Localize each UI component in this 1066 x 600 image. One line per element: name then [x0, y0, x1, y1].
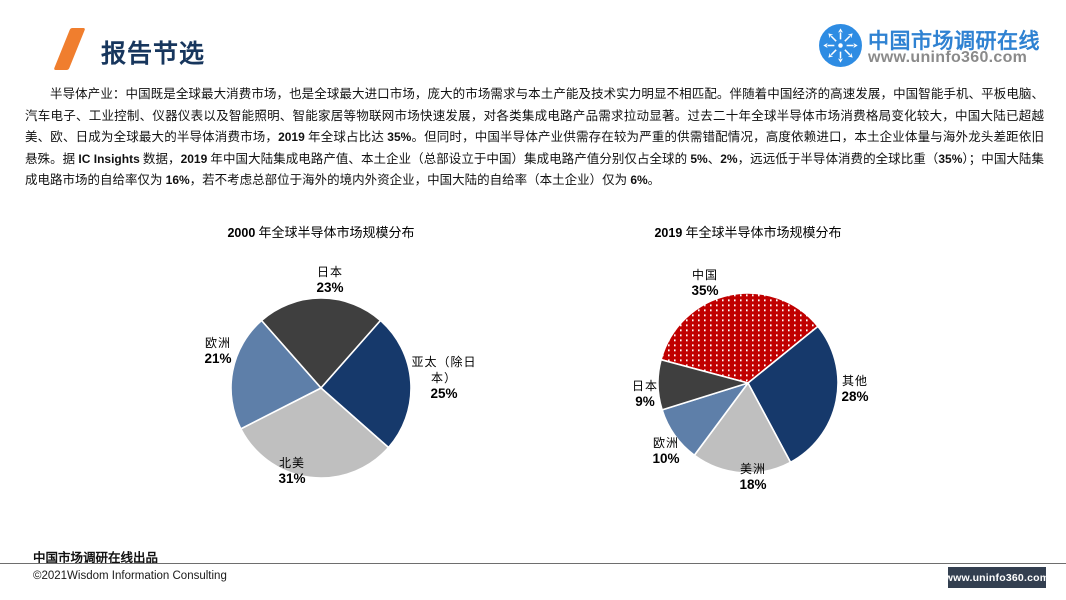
pie-slice: [693, 382, 792, 474]
page-title: 报告节选: [101, 40, 206, 68]
pie-slice: [260, 297, 382, 389]
paragraph-segment: ，若不考虑总部位于海外的境内外资企业，中国大陆的自给率（本土企业）仅为: [189, 173, 631, 188]
pie-slice: [660, 292, 819, 384]
chart-title-2000: 2000 年全球半导体市场规模分布: [227, 222, 414, 241]
compass-logo-icon: [819, 24, 862, 67]
footer-divider: [0, 563, 1066, 564]
pie-slice: [230, 319, 322, 430]
pie-label-name: 中国: [691, 268, 718, 282]
pie-label-name: 北美: [278, 456, 305, 470]
paragraph-bold-segment: 2%: [720, 151, 738, 166]
chart-title-2019: 2019 年全球半导体市场规模分布: [654, 222, 841, 241]
pie-slice: [747, 325, 839, 464]
paragraph-segment: 年全球占比达: [304, 130, 388, 145]
pie-label: 亚太（除日本） 25%: [410, 354, 478, 402]
paragraph-bold-segment: 16%: [165, 173, 190, 188]
paragraph-segment: 半导体产业：中国既是全球最大消费市场，也是全球最大进口市场，庞大的市场需求与本土…: [25, 87, 1044, 145]
pie-label: 其他 28%: [841, 373, 868, 405]
pie-label-percent: 18%: [739, 477, 767, 492]
pie-slice: [320, 319, 412, 449]
paragraph-segment: 。: [647, 173, 661, 188]
header-slash-icon: [53, 28, 86, 70]
footer-url-badge[interactable]: www.uninfo360.com: [945, 567, 1049, 588]
paragraph-segment: 、: [707, 151, 721, 166]
brand-url: www.uninfo360.com: [868, 49, 1028, 66]
pie-label-name: 日本: [316, 265, 343, 279]
pie-label-percent: 25%: [430, 386, 458, 401]
paragraph-segment: 。但同时，中国半导体产业供需存在较为严重的供需错配情况，高度依赖进口，本土企业体…: [25, 130, 1044, 166]
paragraph-bold-segment: 35%: [938, 151, 963, 166]
paragraph-bold-segment: 6%: [630, 173, 648, 188]
pie-label-percent: 35%: [691, 283, 719, 298]
brand-logo: 中国市场调研在线 www.uninfo360.com: [818, 22, 1048, 72]
footer-produced-by: 中国市场调研在线出品: [33, 551, 159, 565]
pie-label: 欧洲 10%: [652, 435, 679, 467]
paragraph-bold-segment: 2019: [278, 130, 305, 145]
pie-label-percent: 21%: [204, 351, 232, 366]
paragraph-bold-segment: 35%: [387, 130, 412, 145]
chart-title-year: 2019: [654, 226, 683, 240]
pie-label: 中国 35%: [691, 267, 718, 299]
pie-svg: [230, 297, 412, 479]
paragraph-bold-segment: 2019: [180, 151, 208, 166]
chart-title-text: 年全球半导体市场规模分布: [255, 225, 415, 240]
pie-label-percent: 31%: [278, 471, 306, 486]
pie-label-name: 日本: [631, 379, 659, 393]
report-paragraph: 半导体产业：中国既是全球最大消费市场，也是全球最大进口市场，庞大的市场需求与本土…: [25, 84, 1044, 192]
pie-slice: [657, 358, 749, 411]
paragraph-segment: ）；中国大陆集成电路市场的自给率仅为: [25, 151, 1044, 188]
pie-label-name: 亚太（除日本）: [411, 355, 477, 385]
pie-label-percent: 9%: [635, 394, 655, 409]
pie-svg: [657, 292, 839, 474]
chart-title-year: 2000: [227, 226, 256, 240]
pie-label-name: 欧洲: [204, 336, 231, 350]
pie-label-name: 其他: [841, 374, 868, 388]
pie-chart-2019: 2019 年全球半导体市场规模分布 中国 35% 其他 28% 美洲 18% 欧洲 10% 日本…: [590, 218, 950, 518]
pie-label: 日本 9%: [632, 378, 658, 410]
paragraph-segment: 数据，: [139, 151, 181, 166]
pie-label: 欧洲 21%: [204, 335, 231, 367]
pie-chart-2000: 2000 年全球半导体市场规模分布 日本 23% 亚太（除日本） 25% 北美 31% 欧洲…: [170, 218, 530, 518]
paragraph-segment: 年中国大陆集成电路产值、本土企业（总部设立于中国）集成电路产值分别仅占全球的: [207, 151, 691, 166]
paragraph-bold-segment: 5%: [690, 151, 708, 166]
footer-copyright: ©2021Wisdom Information Consulting: [33, 570, 227, 582]
pie-label-percent: 23%: [316, 280, 344, 295]
chart-title-text: 年全球半导体市场规模分布: [682, 225, 842, 240]
pie-label-name: 欧洲: [652, 436, 679, 450]
brand-name: 中国市场调研在线: [868, 30, 1040, 53]
pie-label: 北美 31%: [278, 455, 305, 487]
paragraph-bold-segment: IC Insights: [78, 151, 140, 166]
pie-label-percent: 28%: [841, 389, 869, 404]
pie-label: 美洲 18%: [739, 461, 766, 493]
pie-label-name: 美洲: [739, 462, 766, 476]
pie-label-percent: 10%: [652, 451, 680, 466]
pie-label: 日本 23%: [316, 264, 343, 296]
paragraph-segment: ，远远低于半导体消费的全球比重（: [737, 151, 939, 166]
